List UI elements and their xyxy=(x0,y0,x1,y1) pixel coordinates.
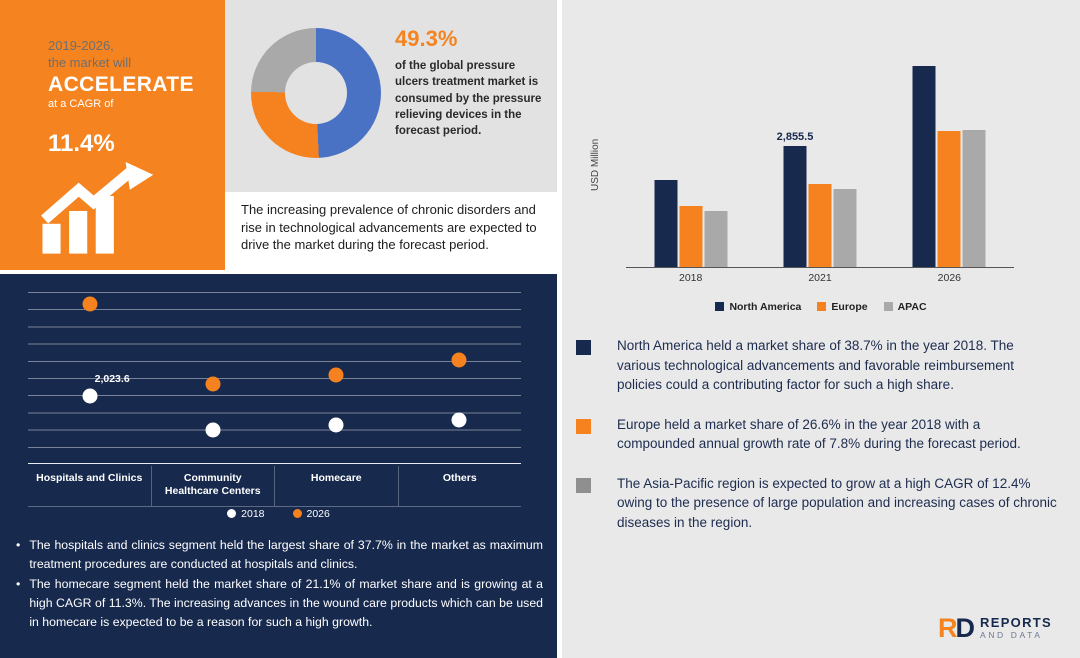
donut-hole xyxy=(285,62,347,124)
legend-label-2026: 2026 xyxy=(306,508,330,520)
drivers-paragraph: The increasing prevalence of chronic dis… xyxy=(225,192,557,270)
regional-bullet-apac-text: The Asia-Pacific region is expected to g… xyxy=(617,475,1057,530)
bar-category-2021: 2021 xyxy=(808,272,832,284)
bar-North America: 2,855.5 xyxy=(777,131,813,267)
regional-bullets: North America held a market share of 38.… xyxy=(576,336,1058,553)
regional-bullet-europe: Europe held a market share of 26.6% in t… xyxy=(576,415,1058,454)
bar-APAC xyxy=(962,130,986,267)
bullet-square-apac-icon xyxy=(576,477,591,493)
dot-2026 xyxy=(328,367,344,383)
bar-category-2026: 2026 xyxy=(937,272,962,284)
segment-panel: 2,023.6 Hospitals and Clinics Community … xyxy=(0,270,557,658)
bar-APAC xyxy=(704,210,728,267)
legend-label-2018: 2018 xyxy=(241,508,265,520)
segment-category-hospitals: Hospitals and Clinics xyxy=(36,472,143,484)
regional-bullet-apac: The Asia-Pacific region is expected to g… xyxy=(576,474,1058,533)
bar-Europe xyxy=(679,206,703,267)
dot-2026 xyxy=(205,376,221,392)
cagr-card: 2019-2026, the market will ACCELERATE at… xyxy=(0,0,225,270)
logo-name-top: REPORTS xyxy=(980,615,1052,631)
donut-text: 49.3% of the global pressure ulcers trea… xyxy=(395,26,547,192)
regional-bullet-north-america-text: North America held a market share of 38.… xyxy=(617,338,1014,393)
segment-category-homecare: Homecare xyxy=(274,466,398,507)
legend-item-2026: 2026 xyxy=(292,508,330,520)
segment-bullet-hospitals: The hospitals and clinics segment held t… xyxy=(16,536,543,573)
logo-mark-d: D xyxy=(955,613,975,643)
legend-label-europe: Europe xyxy=(831,301,868,313)
bar-group-2021: 2,855.5 xyxy=(777,55,857,267)
donut-headline: 49.3% xyxy=(395,26,458,51)
bar-Europe xyxy=(937,131,961,267)
legend-square-europe-icon xyxy=(817,302,827,311)
segment-legend: 2018 2026 xyxy=(0,508,557,520)
bullet-square-europe-icon xyxy=(576,418,591,434)
legend-dot-2018-icon xyxy=(227,509,237,518)
dot-2026 xyxy=(82,296,98,312)
segment-bullet-homecare: The homecare segment held the market sha… xyxy=(16,575,543,631)
donut-section: 49.3% of the global pressure ulcers trea… xyxy=(225,0,557,192)
bar-APAC xyxy=(833,189,857,267)
cagr-intro: the market will xyxy=(48,54,132,70)
legend-item-europe: Europe xyxy=(817,301,868,313)
bar-North America xyxy=(654,180,678,267)
dot-data-label: 2,023.6 xyxy=(94,373,130,386)
donut-description: of the global pressure ulcers treatment … xyxy=(395,60,542,138)
regional-plot: 2,855.5 xyxy=(626,55,1014,268)
segment-category-others: Others xyxy=(397,466,522,507)
dot-2018 xyxy=(205,422,221,438)
cagr-period: 2019-2026, xyxy=(48,38,114,53)
segment-bullets: The hospitals and clinics segment held t… xyxy=(16,536,543,633)
cagr-value: 11.4% xyxy=(48,129,115,157)
bar-chart-y-axis-label: USD Million xyxy=(590,138,601,192)
reports-and-data-logo: RD REPORTS AND DATA xyxy=(938,615,1052,642)
bar-chart-x-axis: 2018 2021 2026 xyxy=(626,272,1014,288)
dot-2018 xyxy=(328,417,344,433)
dot-2026 xyxy=(451,352,467,368)
logo-name: REPORTS AND DATA xyxy=(980,615,1052,641)
logo-mark-r: R xyxy=(938,613,957,643)
segment-plot: 2,023.6 xyxy=(28,292,521,464)
legend-item-north-america: North America xyxy=(715,301,801,313)
logo-name-bottom: AND DATA xyxy=(980,630,1043,641)
segment-category-community: Community Healthcare Centers xyxy=(150,466,275,507)
legend-item-apac: APAC xyxy=(883,301,927,313)
bar-group-2018 xyxy=(654,55,728,267)
accelerate-title: ACCELERATE xyxy=(48,72,194,96)
segment-bullet-hospitals-text: The hospitals and clinics segment held t… xyxy=(29,538,543,571)
logo-mark-icon: RD xyxy=(938,613,975,643)
bar-data-label: 2,855.5 xyxy=(776,130,814,143)
bar-North America xyxy=(912,65,936,267)
growth-arrow-icon xyxy=(41,162,154,254)
legend-square-apac-icon xyxy=(883,302,893,311)
legend-label-north-america: North America xyxy=(729,301,802,313)
right-column: USD Million 2,855.5 2018 2021 2026 North… xyxy=(562,0,1080,658)
dot-2018 xyxy=(82,388,98,404)
regional-legend: North America Europe APAC xyxy=(562,301,1080,313)
legend-label-apac: APAC xyxy=(897,301,927,313)
top-gray-column: 49.3% of the global pressure ulcers trea… xyxy=(225,0,557,270)
regional-bullet-europe-text: Europe held a market share of 26.6% in t… xyxy=(617,416,1021,452)
bullet-square-north-america-icon xyxy=(576,340,591,355)
top-row: 2019-2026, the market will ACCELERATE at… xyxy=(0,0,557,270)
segment-bullet-homecare-text: The homecare segment held the market sha… xyxy=(29,577,543,629)
dot-2018 xyxy=(451,412,467,428)
cagr-label: at a CAGR of xyxy=(48,97,114,110)
left-column: 2019-2026, the market will ACCELERATE at… xyxy=(0,0,557,658)
bar-Europe xyxy=(808,184,832,267)
legend-dot-2026-icon xyxy=(292,509,302,518)
regional-bullet-north-america: North America held a market share of 38.… xyxy=(576,336,1058,395)
bar-category-2018: 2018 xyxy=(678,272,703,284)
bar-group-2026 xyxy=(912,55,986,267)
legend-item-2018: 2018 xyxy=(227,508,265,520)
legend-square-north-america-icon xyxy=(715,302,725,311)
donut-wrap xyxy=(251,28,381,158)
segment-category-axis: Hospitals and Clinics Community Healthca… xyxy=(28,466,522,508)
